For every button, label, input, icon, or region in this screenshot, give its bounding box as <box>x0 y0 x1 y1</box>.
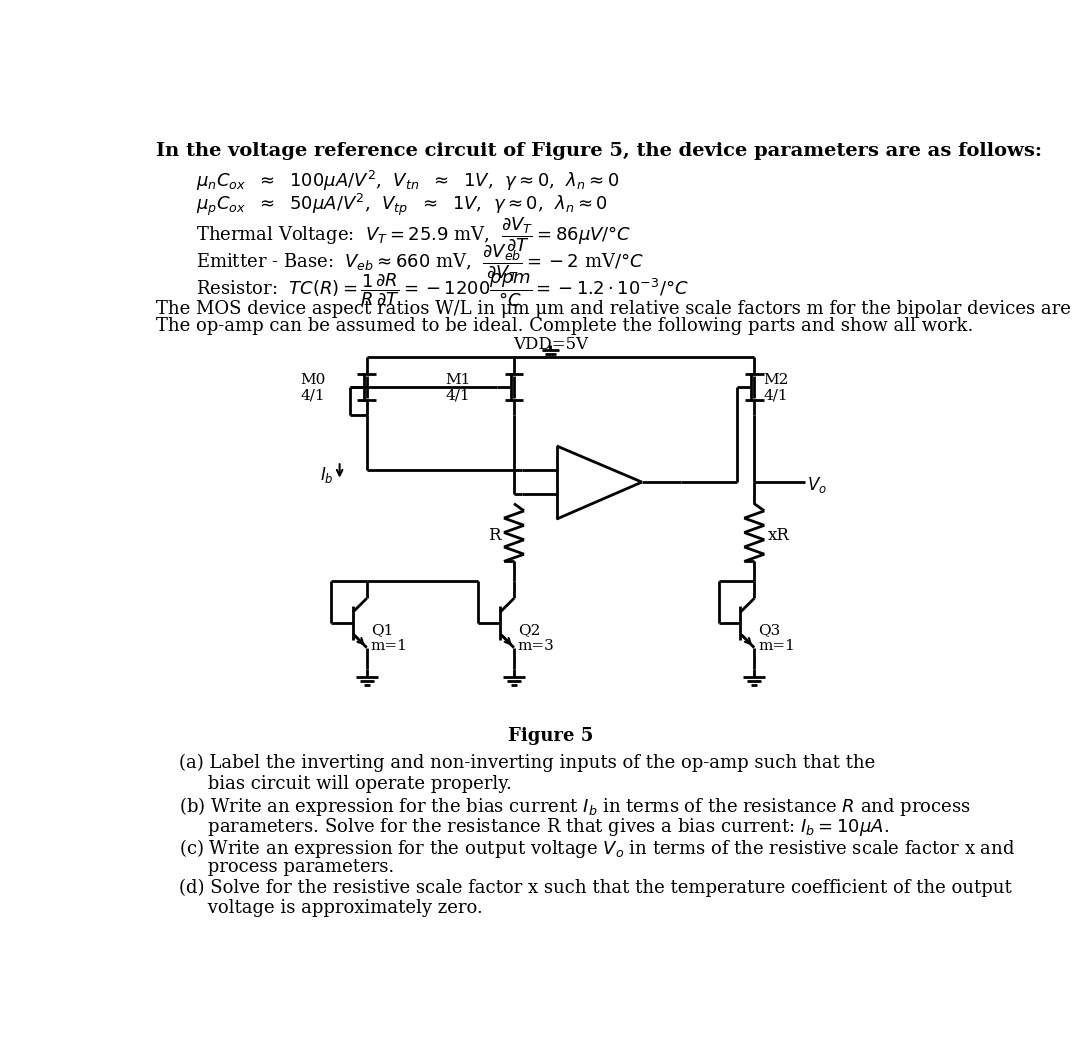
Text: The MOS device aspect ratios W/L in μm μm and relative scale factors m for the b: The MOS device aspect ratios W/L in μm μ… <box>156 300 1074 318</box>
Text: Q3
m=1: Q3 m=1 <box>758 623 795 653</box>
Text: (a) Label the inverting and non-inverting inputs of the op-amp such that the: (a) Label the inverting and non-invertin… <box>179 754 875 772</box>
Text: (d) Solve for the resistive scale factor x such that the temperature coefficient: (d) Solve for the resistive scale factor… <box>179 878 1012 897</box>
Text: bias circuit will operate properly.: bias circuit will operate properly. <box>179 775 512 793</box>
Text: The op-amp can be assumed to be ideal. Complete the following parts and show all: The op-amp can be assumed to be ideal. C… <box>156 317 973 335</box>
Text: M0
4/1: M0 4/1 <box>300 373 325 403</box>
Text: Q2
m=3: Q2 m=3 <box>518 623 554 653</box>
Text: Emitter - Base:  $V_{eb} \approx 660$ mV,  $\dfrac{\partial V_{eb}}{\partial V_T: Emitter - Base: $V_{eb} \approx 660$ mV,… <box>197 242 644 283</box>
Text: VDD=5V: VDD=5V <box>513 336 587 353</box>
Text: Q1
m=1: Q1 m=1 <box>371 623 407 653</box>
Text: $I_b$: $I_b$ <box>320 465 334 485</box>
Text: process parameters.: process parameters. <box>179 858 394 876</box>
Text: xR: xR <box>768 528 790 544</box>
Text: (b) Write an expression for the bias current $I_b$ in terms of the resistance $R: (b) Write an expression for the bias cur… <box>179 795 971 818</box>
Text: R: R <box>488 528 500 544</box>
Text: Resistor:  $TC(R) = \dfrac{1}{R}\dfrac{\partial R}{\partial T} = -1200\dfrac{ppm: Resistor: $TC(R) = \dfrac{1}{R}\dfrac{\p… <box>197 271 688 309</box>
Text: In the voltage reference circuit of Figure 5, the device parameters are as follo: In the voltage reference circuit of Figu… <box>156 142 1042 160</box>
Text: $V_o$: $V_o$ <box>807 475 827 495</box>
Text: (c) Write an expression for the output voltage $V_o$ in terms of the resistive s: (c) Write an expression for the output v… <box>179 837 1015 860</box>
Text: Thermal Voltage:  $V_T = 25.9$ mV,  $\dfrac{\partial V_T}{\partial T} = 86\mu V/: Thermal Voltage: $V_T = 25.9$ mV, $\dfra… <box>197 215 632 253</box>
Text: M2
4/1: M2 4/1 <box>764 373 789 403</box>
Text: voltage is approximately zero.: voltage is approximately zero. <box>179 899 483 917</box>
Text: M1
4/1: M1 4/1 <box>446 373 470 403</box>
Text: Figure 5: Figure 5 <box>508 727 593 744</box>
Text: parameters. Solve for the resistance R that gives a bias current: $I_b = 10\mu A: parameters. Solve for the resistance R t… <box>179 816 889 838</box>
Text: $\mu_p C_{ox}$  $\approx$  $50\mu A/V^2$,  $V_{tp}$  $\approx$  $1V$,  $\gamma\a: $\mu_p C_{ox}$ $\approx$ $50\mu A/V^2$, … <box>197 192 608 218</box>
Text: $\mu_n C_{ox}$  $\approx$  $100\mu A/V^2$,  $V_{tn}$  $\approx$  $1V$,  $\gamma\: $\mu_n C_{ox}$ $\approx$ $100\mu A/V^2$,… <box>197 168 620 193</box>
